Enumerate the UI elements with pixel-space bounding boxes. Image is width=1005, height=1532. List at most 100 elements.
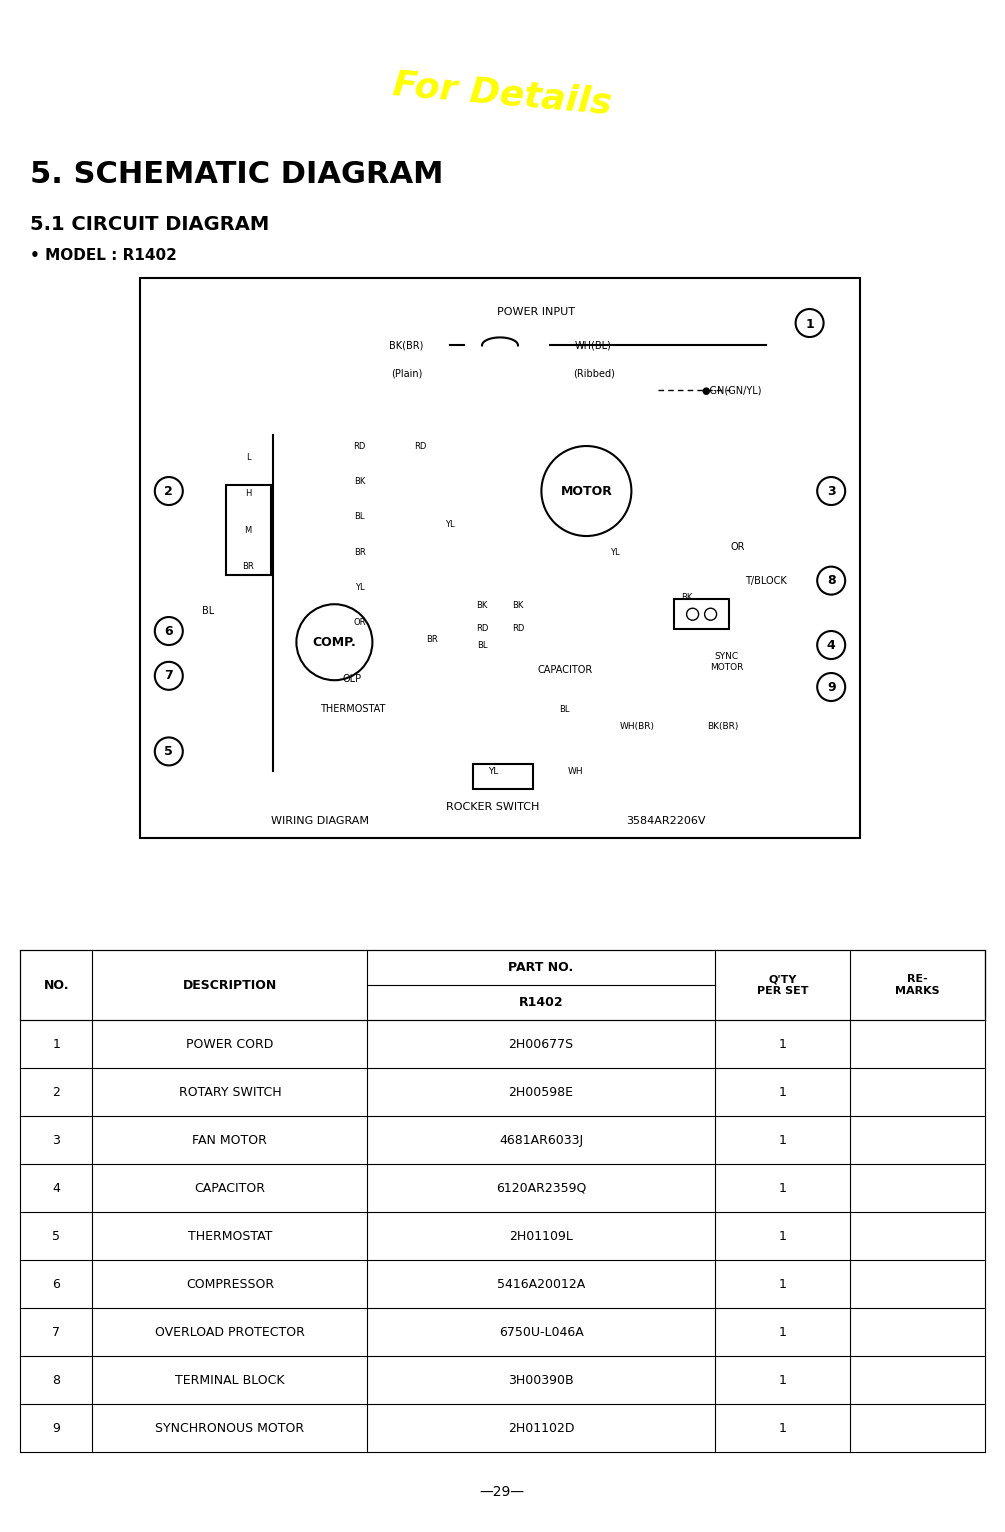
Text: BR: BR [426,634,437,643]
Text: ROCKER SWITCH: ROCKER SWITCH [446,803,540,812]
Text: COMPRESSOR: COMPRESSOR [186,1278,274,1291]
Text: BL: BL [202,607,214,616]
Text: 4: 4 [827,639,835,651]
Text: CAPACITOR: CAPACITOR [538,665,592,676]
Text: 6750U-L046A: 6750U-L046A [498,1325,584,1339]
Text: RD: RD [354,441,366,450]
Text: WH(BR): WH(BR) [619,722,654,731]
Circle shape [817,631,845,659]
Text: 3: 3 [827,484,835,498]
Text: RD: RD [415,441,427,450]
Text: R1402: R1402 [519,996,564,1010]
Text: FAN MOTOR: FAN MOTOR [192,1134,267,1147]
Text: OR: OR [731,542,745,552]
Text: WIRING DIAGRAM: WIRING DIAGRAM [271,817,369,826]
Text: 6: 6 [52,1278,60,1291]
Text: NO.: NO. [43,979,69,991]
Text: BL: BL [476,640,487,650]
Text: CLICK HERE: CLICK HERE [438,21,567,52]
Circle shape [155,617,183,645]
Circle shape [796,309,824,337]
Text: YL: YL [445,521,454,529]
Text: 1: 1 [779,1374,786,1386]
Text: THERMOSTAT: THERMOSTAT [320,705,385,714]
Circle shape [155,476,183,506]
Text: 5: 5 [165,745,173,758]
Text: RD: RD [512,624,525,633]
Text: 1: 1 [779,1278,786,1291]
Text: DESCRIPTION: DESCRIPTION [183,979,277,991]
Text: 4: 4 [52,1181,60,1195]
Text: 2: 2 [165,484,173,498]
Text: 4681AR6033J: 4681AR6033J [499,1134,583,1147]
Text: 2H01109L: 2H01109L [510,1230,573,1242]
Text: BK(BR): BK(BR) [708,722,739,731]
Bar [674,599,729,630]
Text: SYNC
MOTOR: SYNC MOTOR [711,653,744,671]
Text: 1: 1 [779,1325,786,1339]
Text: L: L [245,453,250,463]
Text: 6: 6 [165,625,173,637]
Text: BR: BR [242,562,254,571]
Text: 1: 1 [779,1037,786,1051]
Text: Q'TY
PER SET: Q'TY PER SET [757,974,808,996]
Text: OR: OR [354,617,366,627]
Text: PART NO.: PART NO. [509,961,574,974]
Text: 1: 1 [779,1422,786,1435]
Circle shape [705,608,717,620]
Text: 3584AR2206V: 3584AR2206V [626,817,706,826]
Text: 5416A20012A: 5416A20012A [497,1278,585,1291]
Text: 3: 3 [52,1134,60,1147]
Text: BK: BK [513,602,524,610]
Text: BK: BK [476,602,487,610]
Text: RD: RD [475,624,488,633]
Text: 7: 7 [165,669,173,682]
Text: BL: BL [560,705,570,714]
Bar [225,486,270,574]
Text: SYNCHRONOUS MOTOR: SYNCHRONOUS MOTOR [156,1422,305,1435]
Text: YL: YL [355,582,365,591]
Text: 1: 1 [52,1037,60,1051]
Text: BR: BR [354,547,366,556]
Text: ROTARY SWITCH: ROTARY SWITCH [179,1086,281,1098]
Text: • MODEL : R1402: • MODEL : R1402 [30,248,177,264]
Text: WH(BL): WH(BL) [575,340,612,351]
Text: 5: 5 [52,1230,60,1242]
Text: (Plain): (Plain) [391,368,422,378]
Circle shape [542,446,631,536]
Circle shape [296,604,373,680]
Circle shape [686,608,698,620]
Bar [20,950,985,1020]
Text: CAPACITOR: CAPACITOR [194,1181,265,1195]
Text: MOTOR: MOTOR [561,484,612,498]
Text: ●GN(GN/YL): ●GN(GN/YL) [701,385,762,395]
Text: 8: 8 [827,574,835,587]
Text: (Ribbed): (Ribbed) [573,368,614,378]
Text: 2H00677S: 2H00677S [509,1037,574,1051]
Text: POWER INPUT: POWER INPUT [497,306,575,317]
Text: OVERLOAD PROTECTOR: OVERLOAD PROTECTOR [155,1325,305,1339]
Text: 2H00598E: 2H00598E [509,1086,574,1098]
Text: 1: 1 [779,1086,786,1098]
Text: For Details: For Details [392,67,613,121]
Text: —29—: —29— [479,1485,525,1498]
Text: BK: BK [354,476,365,486]
Text: OLP: OLP [343,674,362,683]
Text: YL: YL [610,548,620,558]
Text: T/BLOCK: T/BLOCK [746,576,787,585]
Text: RE-
MARKS: RE- MARKS [895,974,940,996]
Bar [140,279,860,838]
Circle shape [817,567,845,594]
Text: BK: BK [681,593,692,602]
Text: 1: 1 [779,1230,786,1242]
Text: 5.1 CIRCUIT DIAGRAM: 5.1 CIRCUIT DIAGRAM [30,214,269,234]
Text: 9: 9 [52,1422,60,1435]
Circle shape [155,662,183,689]
Text: 8: 8 [52,1374,60,1386]
Text: 2: 2 [52,1086,60,1098]
Text: COMP.: COMP. [313,636,357,648]
Text: 1: 1 [779,1181,786,1195]
Text: 1: 1 [805,317,814,331]
Bar [472,764,533,789]
Circle shape [817,673,845,702]
